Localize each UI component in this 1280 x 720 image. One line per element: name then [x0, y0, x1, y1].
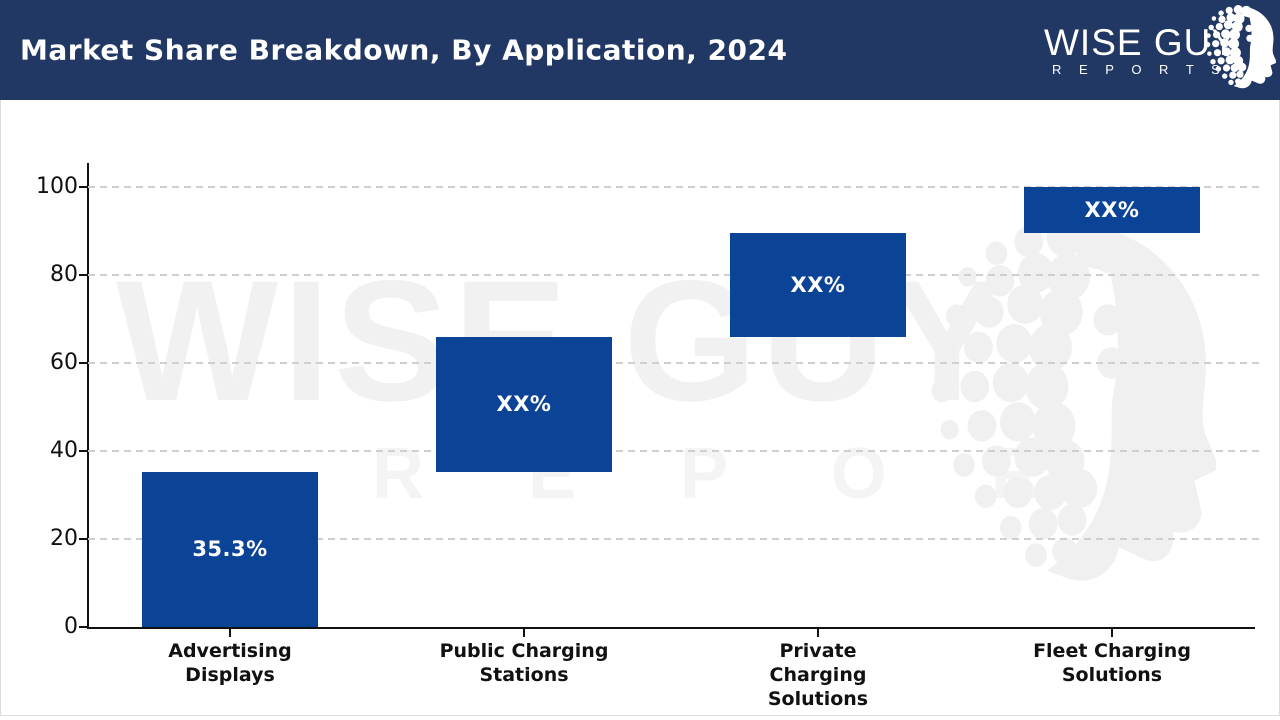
- waterfall-bar-3: XX%: [730, 233, 906, 337]
- bar-value-label: XX%: [1084, 198, 1140, 223]
- y-axis-line: [87, 163, 89, 629]
- x-category-label: Public Charging Stations: [439, 640, 609, 686]
- x-category-label: Advertising Displays: [168, 640, 292, 686]
- waterfall-chart: 0 20 40 60 80 100 35.3% Advertising Displays XX%…: [0, 100, 1280, 720]
- y-tick-label: 40: [50, 438, 78, 463]
- y-tick-mark: [79, 362, 87, 364]
- y-tick-mark: [79, 186, 87, 188]
- gridline-40: [88, 450, 1262, 452]
- header-bar: Market Share Breakdown, By Application, …: [0, 0, 1280, 100]
- waterfall-bar-4: XX%: [1024, 187, 1200, 234]
- gridline-20: [88, 538, 1262, 540]
- y-tick-label: 80: [50, 262, 78, 287]
- y-tick-label: 100: [36, 174, 78, 199]
- x-category-label: Fleet Charging Solutions: [1033, 640, 1191, 686]
- x-category-label: Private Charging Solutions: [767, 640, 869, 710]
- y-tick-mark: [79, 274, 87, 276]
- x-tick-mark: [1111, 629, 1113, 637]
- y-tick-mark: [79, 538, 87, 540]
- y-tick-label: 0: [64, 614, 78, 639]
- bar-value-label: 35.3%: [192, 537, 268, 562]
- y-tick-mark: [79, 450, 87, 452]
- brand-logo-subtext: R E P O R T S: [1052, 62, 1227, 77]
- gridline-60: [88, 362, 1262, 364]
- waterfall-bar-1: 35.3%: [142, 471, 318, 627]
- bar-value-label: XX%: [790, 272, 846, 297]
- gridline-100: [88, 186, 1262, 188]
- y-tick-mark: [79, 626, 87, 628]
- bar-value-label: XX%: [496, 392, 552, 417]
- x-tick-mark: [523, 629, 525, 637]
- gridline-80: [88, 274, 1262, 276]
- brand-head-icon: [1204, 5, 1276, 89]
- y-tick-label: 20: [50, 526, 78, 551]
- waterfall-bar-2: XX%: [436, 336, 612, 472]
- x-axis-line: [87, 627, 1255, 629]
- brand-logo-text: WISE GUY: [1044, 22, 1238, 63]
- x-tick-mark: [817, 629, 819, 637]
- x-tick-mark: [229, 629, 231, 637]
- page-title: Market Share Breakdown, By Application, …: [20, 33, 788, 67]
- y-tick-label: 60: [50, 350, 78, 375]
